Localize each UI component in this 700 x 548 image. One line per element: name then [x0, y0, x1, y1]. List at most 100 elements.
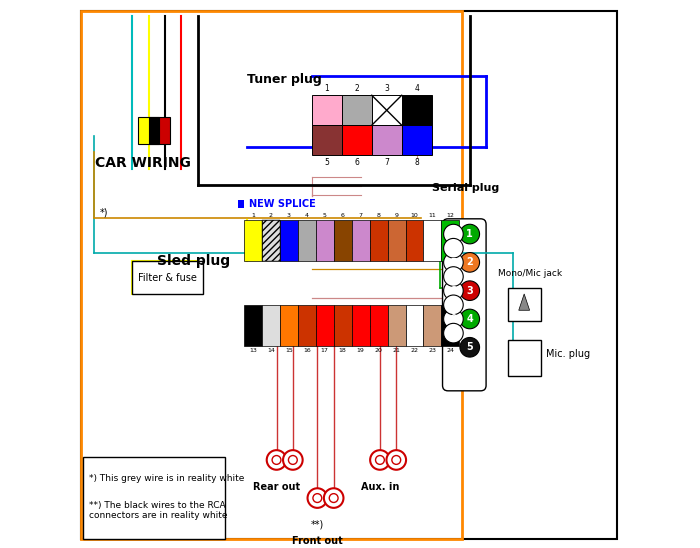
Bar — [351, 220, 370, 261]
Bar — [262, 220, 280, 261]
Bar — [508, 288, 540, 321]
Text: 5: 5 — [324, 158, 329, 167]
Circle shape — [444, 224, 463, 244]
Text: 4: 4 — [414, 83, 419, 93]
Text: 7: 7 — [358, 213, 363, 218]
Bar — [244, 220, 262, 261]
Circle shape — [324, 488, 344, 508]
Text: 8: 8 — [450, 300, 456, 309]
Text: 7: 7 — [384, 158, 389, 167]
Bar — [388, 305, 405, 346]
Circle shape — [460, 253, 480, 272]
Text: 19: 19 — [357, 349, 365, 353]
Circle shape — [460, 338, 480, 357]
Bar — [370, 305, 388, 346]
Circle shape — [267, 450, 286, 470]
Bar — [280, 220, 298, 261]
Bar — [238, 200, 244, 208]
Text: 1: 1 — [325, 83, 329, 93]
Text: 22: 22 — [410, 349, 419, 353]
Text: 1: 1 — [466, 229, 473, 239]
Bar — [298, 305, 316, 346]
Bar — [508, 340, 540, 375]
Circle shape — [386, 450, 406, 470]
Text: 16: 16 — [303, 349, 311, 353]
Text: Sled plug: Sled plug — [157, 254, 230, 269]
Polygon shape — [519, 294, 530, 310]
Text: 2: 2 — [466, 258, 473, 267]
Bar — [424, 220, 442, 261]
Bar — [442, 220, 459, 261]
Text: CAR WIRING: CAR WIRING — [95, 156, 191, 170]
Text: 9: 9 — [450, 315, 456, 323]
Text: 6: 6 — [354, 158, 359, 167]
Circle shape — [288, 455, 298, 464]
Circle shape — [460, 309, 480, 329]
Text: 11: 11 — [428, 213, 436, 218]
Text: 5: 5 — [323, 213, 327, 218]
Text: 4: 4 — [304, 213, 309, 218]
Circle shape — [272, 455, 281, 464]
Bar — [372, 125, 402, 155]
Bar — [342, 125, 372, 155]
Bar — [424, 305, 442, 346]
Text: 3: 3 — [384, 83, 389, 93]
Text: 18: 18 — [339, 349, 346, 353]
Text: 6: 6 — [341, 213, 344, 218]
Bar — [351, 305, 370, 346]
Text: 20: 20 — [374, 349, 382, 353]
Bar — [442, 305, 459, 346]
Bar — [83, 457, 225, 539]
Bar — [316, 305, 334, 346]
Bar — [372, 95, 402, 125]
Bar — [405, 220, 424, 261]
Text: 21: 21 — [393, 349, 400, 353]
Text: Filter & fuse: Filter & fuse — [138, 272, 197, 283]
Bar — [312, 125, 342, 155]
Text: 1: 1 — [251, 213, 255, 218]
Bar — [262, 305, 280, 346]
Circle shape — [444, 323, 463, 343]
Bar — [342, 95, 372, 125]
Circle shape — [460, 281, 480, 300]
Bar — [334, 220, 351, 261]
Text: 8: 8 — [414, 158, 419, 167]
Bar — [334, 305, 351, 346]
Text: Aux. in: Aux. in — [360, 482, 399, 492]
Text: 17: 17 — [321, 349, 328, 353]
Bar — [370, 220, 388, 261]
Text: 24: 24 — [447, 349, 454, 353]
Text: 15: 15 — [285, 349, 293, 353]
Circle shape — [392, 455, 400, 464]
Text: Mic. plug: Mic. plug — [546, 349, 590, 359]
Text: NEW SPLICE: NEW SPLICE — [249, 199, 316, 209]
Bar — [280, 305, 298, 346]
Circle shape — [329, 494, 338, 503]
Bar — [405, 305, 424, 346]
Bar — [298, 220, 316, 261]
Text: 9: 9 — [395, 213, 398, 218]
Bar — [388, 220, 405, 261]
Text: 13: 13 — [249, 349, 257, 353]
Bar — [132, 261, 203, 294]
Text: 3: 3 — [466, 286, 473, 296]
Bar — [402, 95, 432, 125]
Text: Front out: Front out — [292, 536, 343, 546]
Bar — [402, 125, 432, 155]
Circle shape — [313, 494, 322, 503]
Text: Rear out: Rear out — [253, 482, 300, 492]
Text: 9: 9 — [450, 329, 456, 338]
Text: 4: 4 — [466, 314, 473, 324]
Bar — [312, 95, 342, 125]
Bar — [244, 305, 262, 346]
Text: 7: 7 — [450, 272, 456, 281]
Text: 8: 8 — [450, 286, 456, 295]
Text: 23: 23 — [428, 349, 437, 353]
Circle shape — [375, 455, 384, 464]
Text: 6: 6 — [450, 230, 456, 238]
Circle shape — [444, 253, 463, 272]
FancyBboxPatch shape — [80, 11, 617, 539]
Text: **): **) — [311, 520, 324, 530]
Bar — [148, 117, 160, 144]
Bar — [160, 117, 170, 144]
